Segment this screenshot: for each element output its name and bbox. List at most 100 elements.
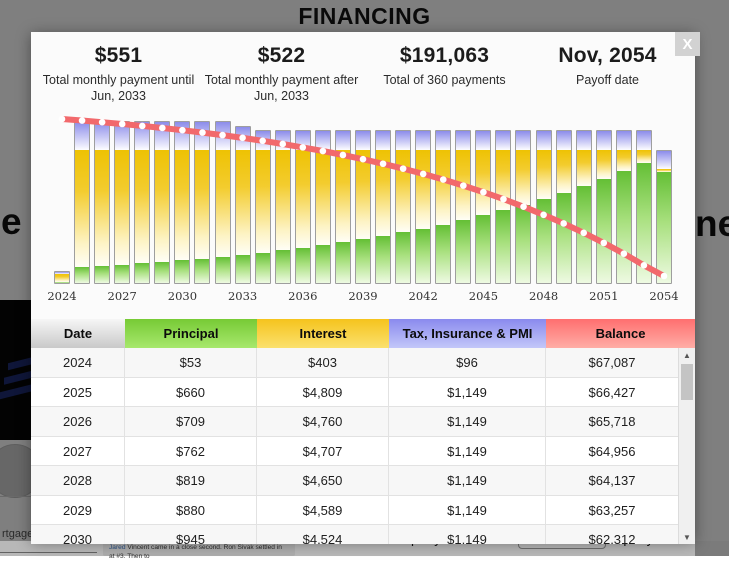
bar-segment-principal [95,265,110,284]
x-axis-tick-label: 2048 [528,289,559,304]
stat-value: $551 [94,44,143,67]
column-header-principal: Principal [125,319,257,349]
x-axis-tick-label: 2039 [348,289,378,304]
table-cell: $1,149 [389,495,546,525]
bar-segment-tax [315,130,330,151]
chart-bar-2048 [535,129,552,285]
bar-segment-principal [516,204,531,284]
table-scrollbar[interactable]: ▲ ▼ [678,348,695,545]
stat-monthly-payment-before: $551 Total monthly payment until Jun, 20… [37,44,200,104]
table-row: 2030 $945 $4,524 $1,149 $62,312 [31,525,695,545]
table-cell: $66,427 [588,384,636,400]
bar-segment-interest [536,150,551,200]
stat-monthly-payment-after: $522 Total monthly payment after Jun, 20… [200,44,363,104]
bar-segment-principal [195,258,210,284]
table-cell: $62,312 [588,532,636,545]
amortization-table: Date Principal Interest Tax, Insurance &… [31,319,695,545]
chart-plot [54,116,672,285]
bar-segment-principal [355,239,370,284]
bar-segment-tax [416,130,431,151]
column-header-balance: Balance [546,319,695,349]
stat-total-payments: $191,063 Total of 360 payments [363,44,526,104]
x-axis-tick-label: 2054 [649,289,679,304]
bar-segment-principal [175,260,190,284]
x-axis-tick-label: 2033 [227,289,258,304]
bar-segment-tax [275,130,290,151]
stat-value: $522 [257,44,306,67]
chart-bar-2053 [635,129,652,285]
chart-bar-2032 [214,121,231,285]
scrollbar-down-arrow-icon[interactable]: ▼ [683,532,691,542]
bar-segment-tax [335,130,350,151]
bar-segment-tax [95,122,110,151]
bar-segment-principal [496,210,511,284]
bar-segment-principal [396,232,411,284]
bar-segment-interest [55,273,69,283]
bar-segment-tax [195,122,210,151]
scrollbar-up-arrow-icon[interactable]: ▲ [683,350,691,360]
chart-bar-2041 [395,129,412,285]
bar-segment-principal [616,171,631,284]
chart-bar-2047 [515,129,532,285]
bar-segment-tax [75,122,90,151]
scrollbar-thumb[interactable] [681,364,693,401]
bar-segment-interest [295,150,310,248]
modal-backdrop-corner [695,541,729,556]
bar-segment-tax [616,130,631,151]
chart-bar-2030 [174,121,191,285]
chart-bar-2042 [415,129,432,285]
bar-segment-tax [135,122,150,151]
bar-segment-principal [476,215,491,284]
stat-label: Total of 360 payments [383,73,506,87]
table-cell: $819 [125,466,257,495]
bar-segment-interest [95,150,110,266]
x-axis-tick-label: 2051 [589,289,619,304]
x-axis-tick-label: 2045 [468,289,499,304]
bar-segment-interest [115,150,130,265]
table-cell: 2024 [31,348,125,377]
bar-segment-interest [476,150,491,216]
chart-bar-2025 [74,121,91,285]
table-cell: $1,149 [389,525,546,545]
bar-segment-principal [636,162,651,284]
bar-segment-interest [135,150,150,264]
table-cell: $762 [125,436,257,466]
bar-segment-principal [335,242,350,284]
column-header-interest: Interest [257,319,389,349]
bar-segment-interest [496,150,511,211]
chart-bar-2044 [455,129,472,285]
chart-bar-2027 [114,121,131,285]
close-button[interactable]: X [675,32,700,56]
table-cell: $880 [125,495,257,525]
bar-segment-principal [275,250,290,284]
bar-segment-interest [195,150,210,259]
bar-segment-principal [456,220,471,284]
table-cell: $709 [125,407,257,436]
bar-segment-principal [115,264,130,284]
financing-modal: X $551 Total monthly payment until Jun, … [31,32,700,545]
bar-segment-principal [55,282,69,284]
bar-segment-interest [155,150,170,262]
table-cell: $64,137 [588,473,636,488]
column-header-tax-insurance-pmi: Tax, Insurance & PMI [389,319,546,349]
table-cell: $1,149 [389,407,546,436]
bar-segment-principal [135,263,150,284]
table-row: 2026 $709 $4,760 $1,149 $65,718 [31,407,695,437]
chart-bar-2045 [475,129,492,285]
bar-segment-interest [556,150,571,193]
x-axis-tick-label: 2042 [408,289,438,304]
chart-bar-2051 [595,129,612,285]
chart-bar-2043 [435,129,452,285]
table-cell: $1,149 [389,466,546,495]
bar-segment-tax [476,130,491,151]
bar-segment-interest [355,150,370,240]
table-row: 2029 $880 $4,589 $1,149 $63,257 [31,495,695,526]
bar-segment-tax [155,122,170,151]
bar-segment-tax [596,130,611,151]
bar-segment-interest [576,150,591,187]
bar-segment-tax [536,130,551,151]
chart-bar-2036 [294,129,311,285]
table-cell: $67,087 [588,355,636,370]
table-cell: $4,809 [257,377,389,407]
table-cell: $4,760 [257,407,389,436]
